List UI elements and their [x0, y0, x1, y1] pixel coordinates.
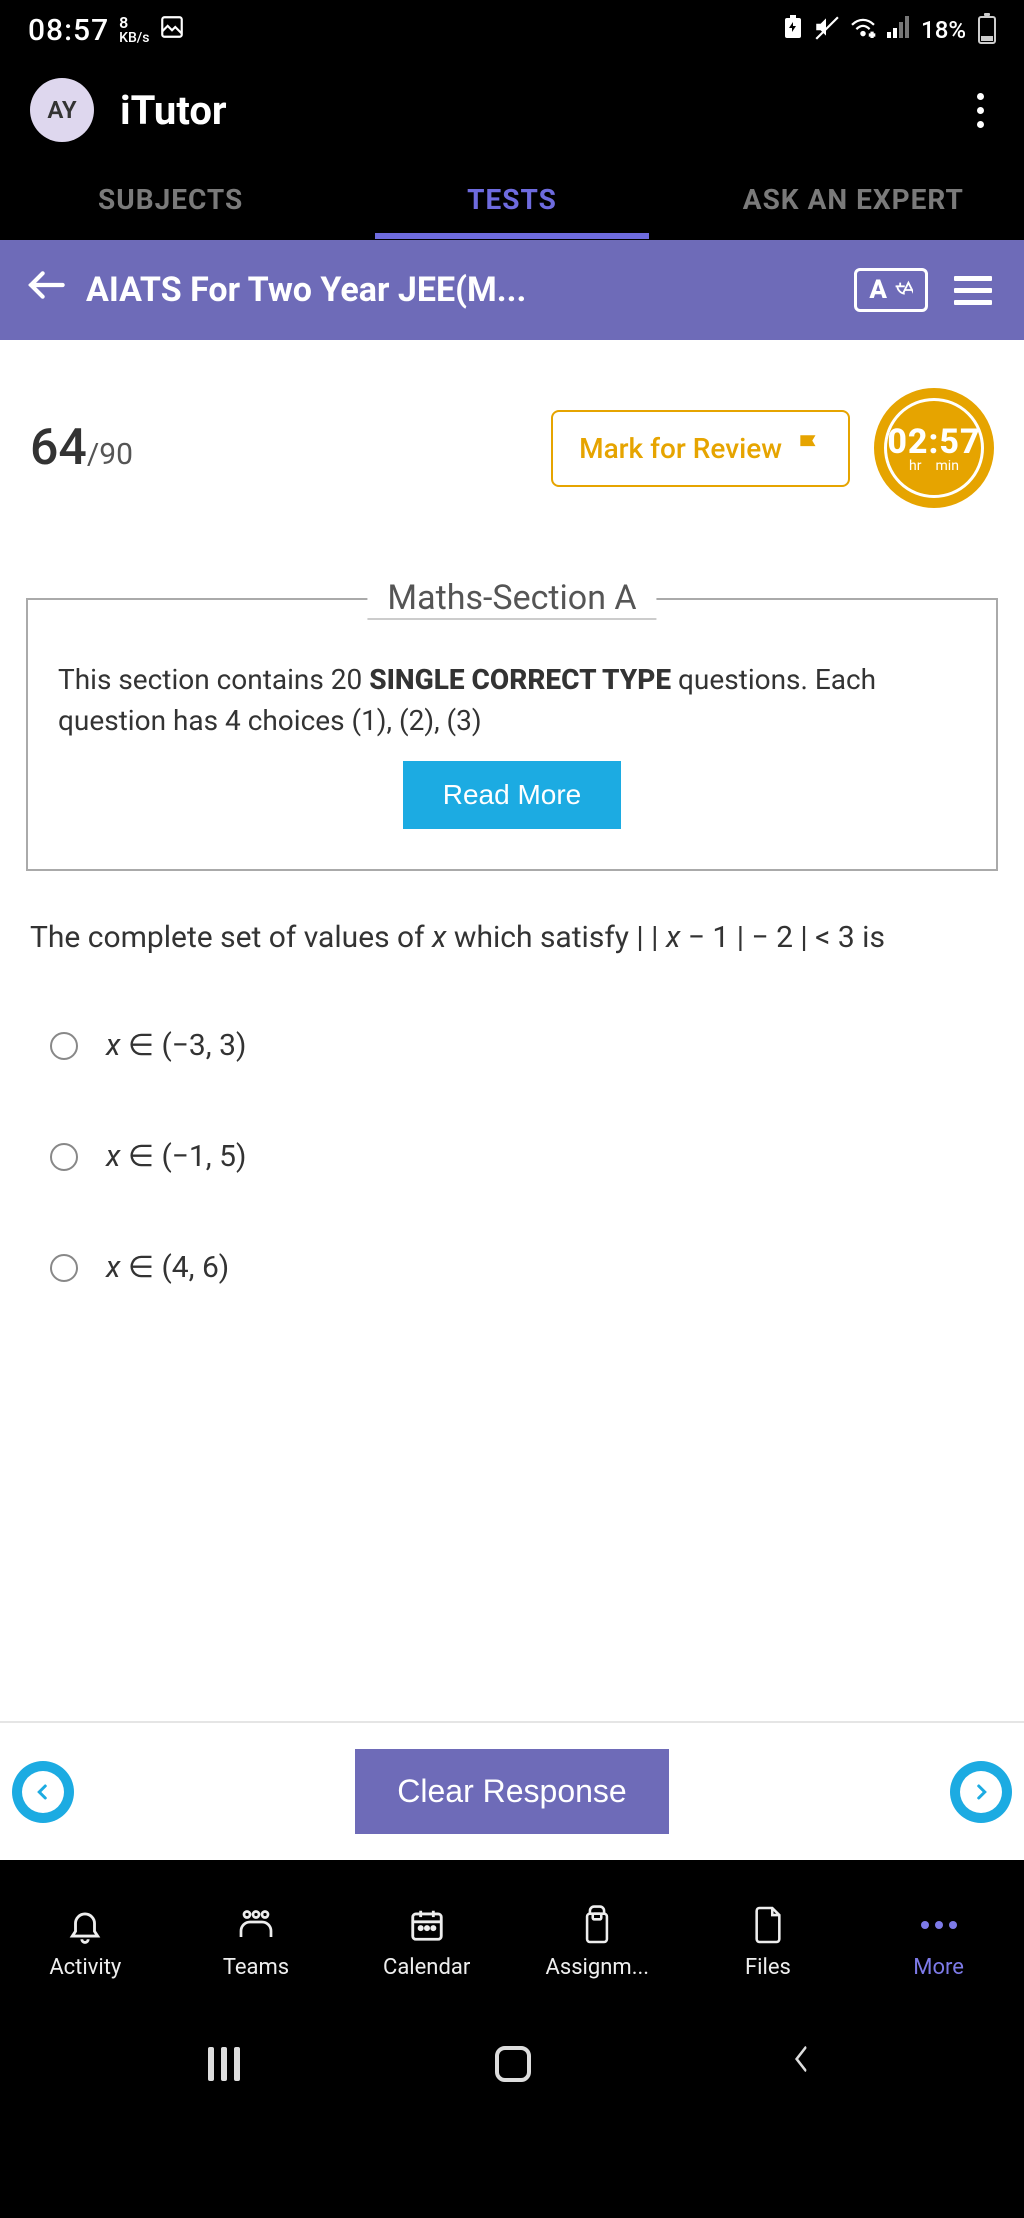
- option-a[interactable]: x ∈ (−3, 3): [50, 990, 974, 1101]
- radio-icon: [50, 1032, 78, 1060]
- nav-more[interactable]: More: [854, 1903, 1024, 1980]
- nav-activity[interactable]: Activity: [0, 1903, 170, 1980]
- signal-icon: [887, 16, 911, 44]
- chevron-left-icon: [22, 1771, 64, 1813]
- test-title: AIATS For Two Year JEE(M...: [86, 270, 834, 310]
- app-header: AY iTutor: [0, 60, 1024, 160]
- radio-icon: [50, 1254, 78, 1282]
- more-menu-icon[interactable]: [967, 83, 994, 138]
- assignment-icon: [580, 1903, 614, 1947]
- radio-icon: [50, 1143, 78, 1171]
- content-area: 64/90 Mark for Review 02:57 hrmin Maths-…: [0, 340, 1024, 1860]
- system-nav: [0, 2010, 1024, 2118]
- options-list: x ∈ (−3, 3) x ∈ (−1, 5) x ∈ (4, 6): [0, 960, 1024, 1353]
- action-row: Clear Response: [0, 1721, 1024, 1860]
- nav-label: Teams: [223, 1955, 289, 1980]
- app-title: iTutor: [120, 87, 941, 134]
- svg-text:+: +: [870, 31, 875, 38]
- flag-icon: [796, 432, 822, 465]
- test-header-bar: AIATS For Two Year JEE(M... A: [0, 240, 1024, 340]
- section-description: This section contains 20 SINGLE CORRECT …: [58, 660, 966, 741]
- back-button[interactable]: [791, 2039, 812, 2089]
- nav-teams[interactable]: Teams: [171, 1903, 341, 1980]
- bottom-nav: Activity Teams Calendar Assignm... Files…: [0, 1860, 1024, 2010]
- home-button[interactable]: [495, 2046, 531, 2082]
- question-counter: 64/90: [30, 419, 133, 477]
- wifi-icon: +: [849, 16, 877, 44]
- nav-label: Files: [745, 1955, 791, 1980]
- nav-label: Activity: [49, 1955, 121, 1980]
- chevron-right-icon: [960, 1771, 1002, 1813]
- back-arrow-icon[interactable]: [26, 264, 66, 316]
- nav-label: More: [913, 1955, 964, 1980]
- tab-subjects[interactable]: SUBJECTS: [0, 160, 341, 239]
- avatar[interactable]: AY: [30, 78, 94, 142]
- mute-icon: [813, 14, 839, 46]
- tab-tests[interactable]: TESTS: [341, 160, 682, 239]
- nav-assignments[interactable]: Assignm...: [512, 1903, 682, 1980]
- status-time: 08:57: [28, 13, 109, 48]
- prev-question-button[interactable]: [12, 1761, 74, 1823]
- option-c[interactable]: x ∈ (4, 6): [50, 1212, 974, 1323]
- next-question-button[interactable]: [950, 1761, 1012, 1823]
- nav-files[interactable]: Files: [683, 1903, 853, 1980]
- status-bar: 08:57 8 KB/s + 18%: [0, 0, 1024, 60]
- translate-icon[interactable]: A: [854, 268, 928, 312]
- option-b[interactable]: x ∈ (−1, 5): [50, 1101, 974, 1212]
- file-icon: [751, 1903, 785, 1947]
- question-text: The complete set of values of x which sa…: [0, 871, 1024, 960]
- bell-icon: [66, 1903, 104, 1947]
- battery-percent: 18%: [921, 16, 966, 44]
- gallery-icon: [159, 14, 185, 47]
- network-speed: 8 KB/s: [119, 15, 149, 45]
- section-info-box: Maths-Section A This section contains 20…: [26, 598, 998, 871]
- teams-icon: [235, 1903, 277, 1947]
- mark-for-review-button[interactable]: Mark for Review: [551, 410, 850, 487]
- mark-label: Mark for Review: [579, 432, 782, 465]
- nav-calendar[interactable]: Calendar: [342, 1903, 512, 1980]
- nav-label: Calendar: [383, 1955, 470, 1980]
- battery-icon: [978, 16, 996, 44]
- recent-apps-button[interactable]: [208, 2047, 240, 2081]
- tab-ask-expert[interactable]: ASK AN EXPERT: [683, 160, 1024, 239]
- section-legend: Maths-Section A: [367, 578, 656, 620]
- clear-response-button[interactable]: Clear Response: [355, 1749, 668, 1834]
- more-icon: [921, 1903, 957, 1947]
- timer: 02:57 hrmin: [874, 388, 994, 508]
- top-tabs: SUBJECTS TESTS ASK AN EXPERT: [0, 160, 1024, 240]
- read-more-button[interactable]: Read More: [403, 761, 622, 829]
- calendar-icon: [408, 1903, 446, 1947]
- progress-row: 64/90 Mark for Review 02:57 hrmin: [0, 340, 1024, 538]
- menu-icon[interactable]: [948, 270, 998, 311]
- battery-saver-icon: [783, 15, 803, 45]
- nav-label: Assignm...: [545, 1955, 649, 1980]
